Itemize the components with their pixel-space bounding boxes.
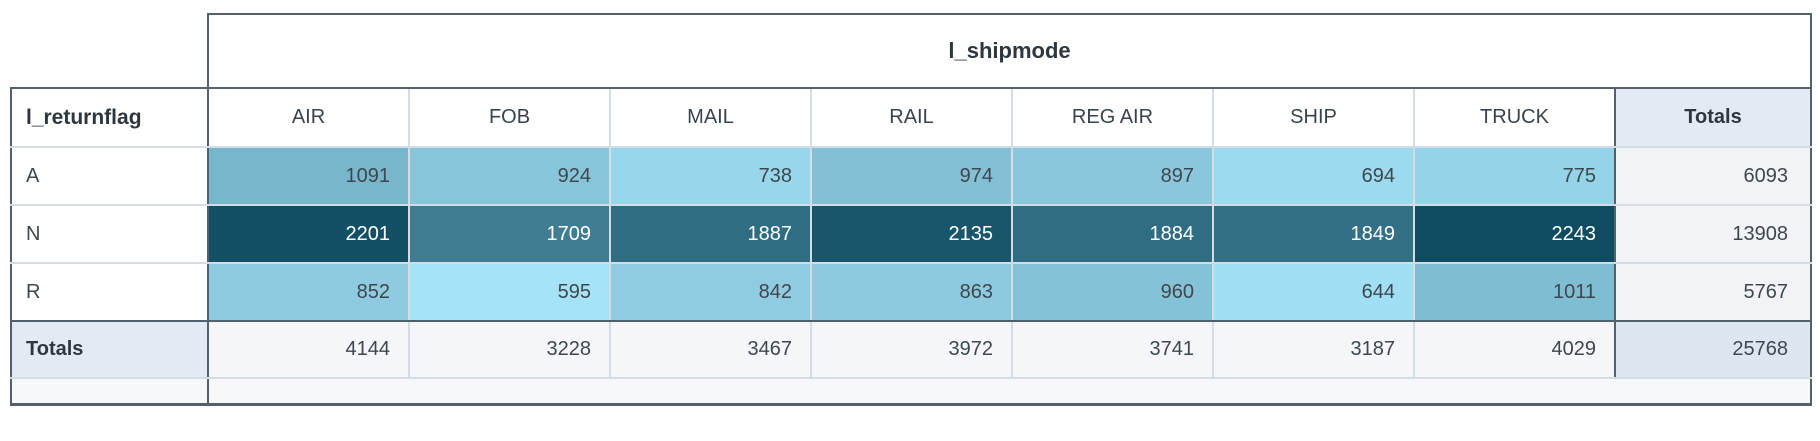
heat-cell[interactable]: 924 [408, 146, 611, 206]
heat-cell[interactable]: 694 [1212, 146, 1415, 206]
totals-column-header[interactable]: Totals [1614, 87, 1812, 148]
heat-cell[interactable]: 595 [408, 262, 611, 322]
heat-cell[interactable]: 1011 [1413, 262, 1616, 322]
pivot-heatmap-table: l_shipmode l_returnflag AIR FOB MAIL RAIL RE… [10, 13, 1812, 406]
footer-spacer-left [10, 378, 209, 406]
totals-row-label[interactable]: Totals [10, 320, 209, 379]
heat-cell[interactable]: 974 [810, 146, 1013, 206]
row-label[interactable]: N [10, 205, 209, 264]
row-label[interactable]: A [10, 147, 209, 206]
column-header[interactable]: RAIL [810, 87, 1013, 148]
heat-cell[interactable]: 1849 [1212, 204, 1415, 264]
column-header[interactable]: REG AIR [1011, 87, 1214, 148]
column-totals-row: Totals 4144 3228 3467 3972 3741 3187 4029 25768 [10, 320, 1812, 379]
heat-cell[interactable]: 2201 [207, 204, 410, 264]
heat-cell[interactable]: 1091 [207, 146, 410, 206]
table-row: R 852 595 842 863 960 644 1011 5767 [10, 262, 1812, 322]
heat-cell[interactable]: 2243 [1413, 204, 1616, 264]
pivot-body: A 1091 924 738 974 897 694 775 6093 N 2201 1709 1887… [10, 146, 1812, 322]
heat-cell[interactable]: 738 [609, 146, 812, 206]
row-total-cell[interactable]: 6093 [1614, 147, 1812, 206]
heat-cell[interactable]: 644 [1212, 262, 1415, 322]
column-header[interactable]: FOB [408, 87, 611, 148]
heat-cell[interactable]: 2135 [810, 204, 1013, 264]
heat-cell[interactable]: 960 [1011, 262, 1214, 322]
row-label[interactable]: R [10, 263, 209, 322]
column-header[interactable]: MAIL [609, 87, 812, 148]
column-total-cell[interactable]: 3972 [810, 320, 1013, 379]
column-total-cell[interactable]: 4144 [207, 320, 410, 379]
heat-cell[interactable]: 897 [1011, 146, 1214, 206]
column-total-cell[interactable]: 3228 [408, 320, 611, 379]
grand-total-cell[interactable]: 25768 [1614, 320, 1812, 379]
table-row: A 1091 924 738 974 897 694 775 6093 [10, 146, 1812, 206]
column-total-cell[interactable]: 3467 [609, 320, 812, 379]
column-total-cell[interactable]: 3187 [1212, 320, 1415, 379]
column-dimension-header[interactable]: l_shipmode [207, 13, 1812, 89]
heat-cell[interactable]: 1709 [408, 204, 611, 264]
heat-cell[interactable]: 775 [1413, 146, 1616, 206]
footer-spacer-main [208, 378, 1812, 406]
row-total-cell[interactable]: 5767 [1614, 263, 1812, 322]
pivot-table: l_shipmode l_returnflag AIR FOB MAIL RAIL RE… [10, 13, 1812, 406]
heat-cell[interactable]: 1884 [1011, 204, 1214, 264]
row-dimension-header[interactable]: l_returnflag [10, 87, 209, 148]
column-header-row: l_returnflag AIR FOB MAIL RAIL REG AIR SHIP TR… [10, 87, 1812, 148]
heat-cell[interactable]: 852 [207, 262, 410, 322]
heat-cell[interactable]: 1887 [609, 204, 812, 264]
column-header[interactable]: TRUCK [1413, 87, 1616, 148]
row-total-cell[interactable]: 13908 [1614, 205, 1812, 264]
table-row: N 2201 1709 1887 2135 1884 1849 2243 13908 [10, 204, 1812, 264]
column-total-cell[interactable]: 3741 [1011, 320, 1214, 379]
column-header[interactable]: AIR [207, 87, 410, 148]
column-dimension-row: l_shipmode [11, 13, 1812, 89]
column-total-cell[interactable]: 4029 [1413, 320, 1616, 379]
heat-cell[interactable]: 842 [609, 262, 812, 322]
column-header[interactable]: SHIP [1212, 87, 1415, 148]
heat-cell[interactable]: 863 [810, 262, 1013, 322]
footer-spacer-row [10, 378, 1812, 406]
corner-spacer [11, 14, 208, 88]
